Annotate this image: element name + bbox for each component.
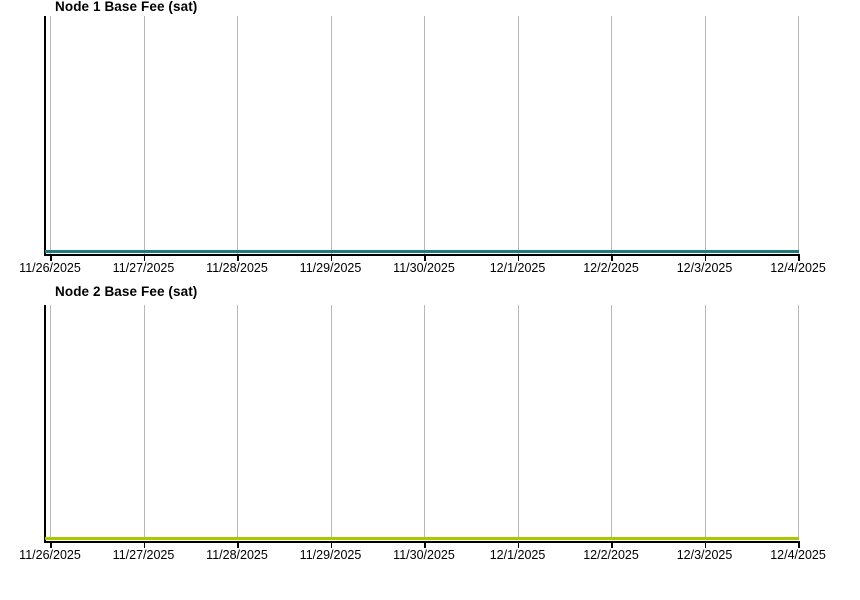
x-axis-tick-label: 12/4/2025	[770, 548, 826, 562]
x-axis-tick	[798, 255, 800, 261]
x-axis-tick-label: 11/27/2025	[112, 261, 175, 275]
x-axis-tick-label: 11/26/2025	[19, 261, 81, 275]
gridline	[50, 16, 51, 254]
gridline	[330, 305, 332, 540]
series-line-node-2	[45, 537, 799, 540]
x-axis-tick-label: 12/2/2025	[583, 261, 639, 275]
x-axis-tick-label: 12/3/2025	[676, 548, 733, 562]
chart-title-node-2: Node 2 Base Fee (sat)	[55, 284, 198, 299]
x-axis-tick	[424, 255, 426, 261]
x-axis-tick	[611, 542, 613, 548]
x-axis-ticks-node-1	[0, 255, 860, 263]
x-axis-tick	[50, 255, 52, 261]
x-axis-tick	[143, 255, 145, 261]
x-axis-tick	[330, 542, 332, 548]
x-axis-tick	[798, 542, 800, 548]
gridline	[50, 305, 51, 540]
gridline	[424, 16, 425, 254]
x-axis-tick	[517, 542, 519, 548]
gridline	[237, 16, 238, 254]
x-axis-tick-label: 11/29/2025	[299, 548, 362, 562]
gridline	[704, 16, 706, 254]
x-axis-tick	[704, 542, 706, 548]
gridline	[611, 16, 612, 254]
gridline	[798, 16, 799, 254]
chart-title-node-1: Node 1 Base Fee (sat)	[55, 0, 198, 14]
gridlines-node-2	[44, 305, 799, 540]
gridline	[798, 305, 799, 540]
x-axis-tick-label: 11/28/2025	[206, 548, 268, 562]
x-axis-tick-label: 11/30/2025	[393, 261, 455, 275]
x-axis-tick	[50, 542, 52, 548]
x-axis-tick-label: 11/27/2025	[112, 548, 175, 562]
x-axis-tick-label: 12/4/2025	[770, 261, 826, 275]
x-axis-tick	[704, 255, 706, 261]
gridlines-node-1	[44, 16, 799, 254]
gridline	[517, 305, 519, 540]
x-axis-ticks-node-2	[0, 542, 860, 550]
gridline	[330, 16, 332, 254]
gridline	[143, 16, 145, 254]
plot-area-node-2	[44, 305, 799, 540]
x-axis-tick	[424, 542, 426, 548]
x-axis-line-node-2	[44, 541, 800, 543]
y-axis-line-node-1	[44, 16, 46, 255]
x-axis-tick	[517, 255, 519, 261]
gridline	[704, 305, 706, 540]
gridline	[237, 305, 238, 540]
x-axis-tick	[237, 255, 239, 261]
x-axis-tick-label: 11/28/2025	[206, 261, 268, 275]
x-axis-tick-label: 12/2/2025	[583, 548, 639, 562]
chart-panel-node-1: Node 1 Base Fee (sat) 11/26/2025 11/27/20…	[0, 0, 860, 285]
gridline	[611, 305, 612, 540]
x-axis-tick-label: 11/30/2025	[393, 548, 455, 562]
plot-area-node-1	[44, 16, 799, 254]
x-axis-tick	[330, 255, 332, 261]
x-axis-tick-label: 12/3/2025	[676, 261, 733, 275]
series-line-node-1	[45, 250, 799, 253]
x-axis-tick-label: 12/1/2025	[489, 548, 546, 562]
x-axis-tick	[237, 542, 239, 548]
x-axis-labels-node-2: 11/26/2025 11/27/2025 11/28/2025 11/29/2025…	[0, 548, 860, 566]
x-axis-tick	[611, 255, 613, 261]
x-axis-line-node-1	[44, 254, 800, 256]
gridline	[517, 16, 519, 254]
y-axis-line-node-2	[44, 305, 46, 541]
x-axis-tick	[143, 542, 145, 548]
x-axis-labels-node-1: 11/26/2025 11/27/2025 11/28/2025 11/29/2025…	[0, 261, 860, 279]
gridline	[424, 305, 425, 540]
x-axis-tick-label: 11/29/2025	[299, 261, 362, 275]
gridline	[143, 305, 145, 540]
x-axis-tick-label: 11/26/2025	[19, 548, 81, 562]
x-axis-tick-label: 12/1/2025	[489, 261, 546, 275]
